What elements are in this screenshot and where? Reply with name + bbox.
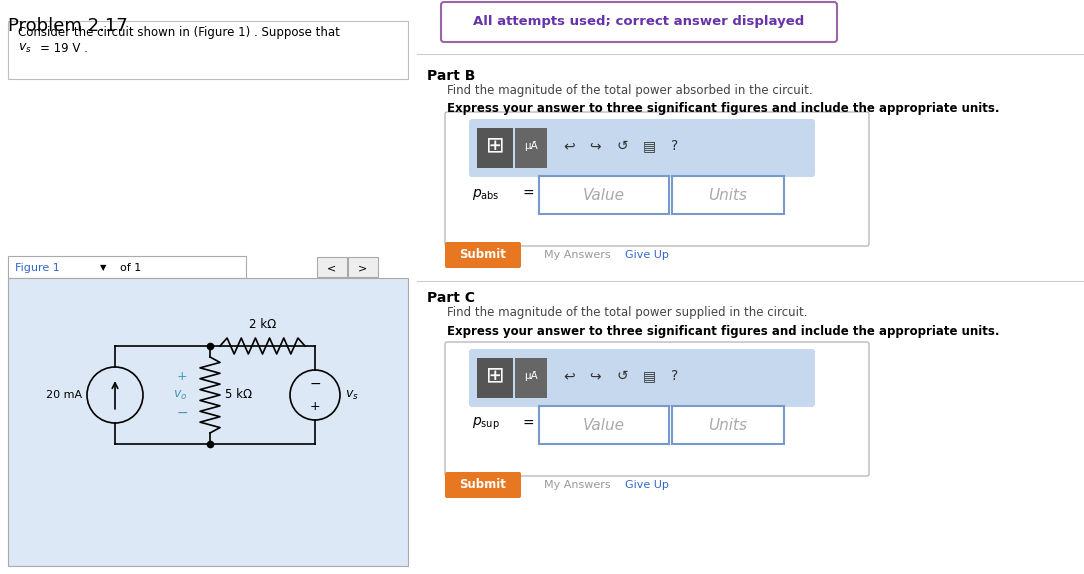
Text: ↪: ↪ (590, 369, 601, 383)
Text: ⊞: ⊞ (486, 136, 504, 156)
Text: <: < (327, 263, 337, 273)
Bar (539, 406, 669, 444)
Text: $v_s$: $v_s$ (345, 389, 359, 402)
Bar (672, 176, 784, 214)
Text: 2 kΩ: 2 kΩ (249, 317, 276, 331)
Text: Units: Units (709, 188, 748, 203)
Bar (477, 358, 513, 398)
Text: Part B: Part B (427, 69, 476, 83)
FancyBboxPatch shape (446, 342, 869, 476)
Text: of 1: of 1 (120, 263, 141, 273)
Text: All attempts used; correct answer displayed: All attempts used; correct answer displa… (474, 15, 804, 29)
Text: μȦ: μȦ (525, 141, 538, 151)
Bar (317, 257, 347, 277)
Text: ?: ? (671, 369, 679, 383)
Text: $v_s$: $v_s$ (18, 42, 31, 55)
Bar (8, 256, 246, 278)
Text: ▤: ▤ (643, 369, 656, 383)
Text: My Answers: My Answers (544, 480, 610, 490)
Text: ↩: ↩ (564, 369, 575, 383)
Text: 5 kΩ: 5 kΩ (225, 389, 253, 401)
Text: 20 mA: 20 mA (46, 390, 82, 400)
Text: Figure 1: Figure 1 (15, 263, 60, 273)
Text: Express your answer to three significant figures and include the appropriate uni: Express your answer to three significant… (447, 102, 999, 115)
Text: Part C: Part C (427, 291, 475, 305)
Text: Value: Value (583, 188, 625, 203)
Text: −: − (309, 377, 321, 391)
Text: +: + (310, 400, 320, 413)
Text: Problem 2.17: Problem 2.17 (8, 17, 128, 35)
Text: Give Up: Give Up (625, 250, 669, 260)
Text: Submit: Submit (460, 479, 506, 491)
Text: Value: Value (583, 417, 625, 432)
FancyBboxPatch shape (469, 119, 815, 177)
Text: >: > (359, 263, 367, 273)
Text: =: = (522, 187, 533, 201)
Text: ?: ? (671, 139, 679, 153)
Text: Express your answer to three significant figures and include the appropriate uni: Express your answer to three significant… (447, 325, 999, 338)
Text: +: + (177, 370, 188, 383)
Text: =: = (522, 417, 533, 431)
Bar (8, 21, 408, 79)
Text: $v_o$: $v_o$ (172, 389, 188, 402)
Bar (672, 406, 784, 444)
Text: ↺: ↺ (616, 139, 628, 153)
FancyBboxPatch shape (446, 242, 521, 268)
FancyBboxPatch shape (469, 349, 815, 407)
FancyBboxPatch shape (446, 472, 521, 498)
Bar (539, 176, 669, 214)
Text: = 19 V .: = 19 V . (40, 42, 88, 55)
Text: ▼: ▼ (100, 263, 106, 272)
FancyBboxPatch shape (446, 112, 869, 246)
Text: Consider the circuit shown in (Figure 1) . Suppose that: Consider the circuit shown in (Figure 1)… (18, 26, 340, 39)
Text: μȦ: μȦ (525, 371, 538, 381)
Bar (515, 128, 547, 168)
Text: My Answers: My Answers (544, 250, 610, 260)
Text: Units: Units (709, 417, 748, 432)
Text: Give Up: Give Up (625, 480, 669, 490)
Text: ▤: ▤ (643, 139, 656, 153)
Bar (8, 278, 408, 566)
Text: ↺: ↺ (616, 369, 628, 383)
Text: Submit: Submit (460, 249, 506, 262)
Text: ↩: ↩ (564, 139, 575, 153)
Text: Find the magnitude of the total power absorbed in the circuit.: Find the magnitude of the total power ab… (447, 84, 813, 97)
Bar (515, 358, 547, 398)
Text: −: − (177, 406, 188, 420)
Bar (348, 257, 378, 277)
Text: $p_{\rm abs}$: $p_{\rm abs}$ (472, 187, 500, 201)
Text: $p_{\rm sup}$: $p_{\rm sup}$ (472, 416, 500, 432)
Text: ↪: ↪ (590, 139, 601, 153)
FancyBboxPatch shape (441, 2, 837, 42)
Text: Find the magnitude of the total power supplied in the circuit.: Find the magnitude of the total power su… (447, 306, 808, 319)
Text: ⊞: ⊞ (486, 366, 504, 386)
Bar (477, 128, 513, 168)
